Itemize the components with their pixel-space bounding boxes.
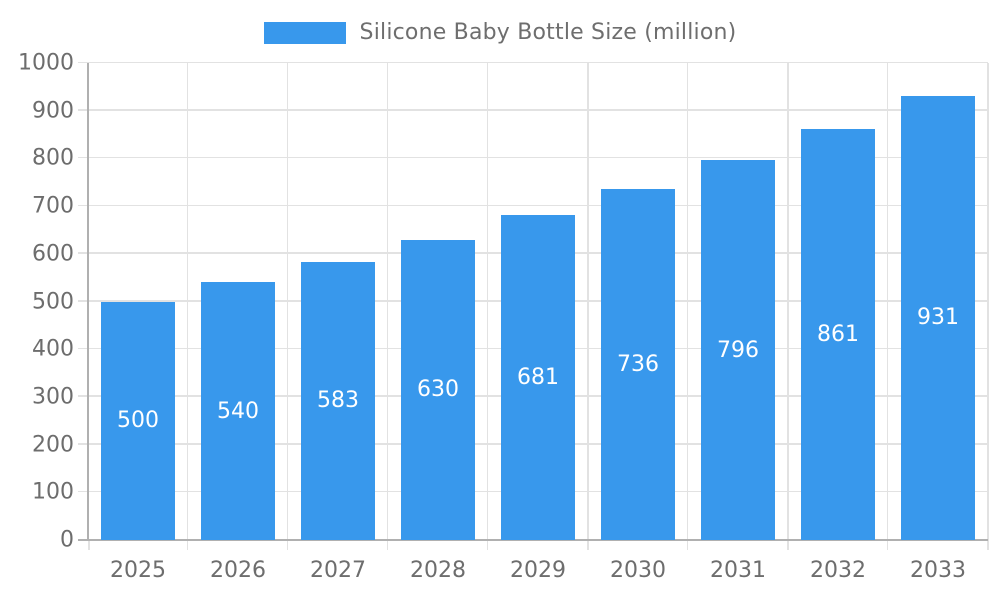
gridline-vertical	[587, 63, 589, 550]
gridline-vertical	[987, 63, 989, 550]
gridline-horizontal	[78, 109, 988, 111]
x-tick-label: 2026	[209, 558, 266, 583]
y-axis-line	[87, 63, 89, 540]
bar-value-label: 681	[517, 365, 559, 391]
gridline-horizontal	[78, 156, 988, 159]
gridline-vertical	[486, 63, 489, 550]
y-axis-tick-labels: 0 100 200 300 400 500 600 700 800 900 1000	[0, 51, 74, 553]
x-tick-label: 2028	[410, 558, 466, 583]
bar-2029[interactable]: 681	[501, 215, 575, 540]
y-tick-label: 400	[32, 336, 74, 362]
gridline-vertical	[286, 63, 289, 550]
bar-2031[interactable]: 796	[701, 160, 775, 540]
bar-2030[interactable]: 736	[601, 188, 675, 540]
bar-value-label: 500	[117, 408, 159, 434]
y-tick-label: 500	[32, 289, 74, 314]
y-tick-label: 100	[32, 479, 74, 505]
y-tick-label: 0	[60, 527, 74, 553]
bar-2033[interactable]: 931	[901, 95, 975, 540]
x-tick-label: 2033	[910, 558, 966, 583]
plot-area: 500 540 583 630 681 736 796 861 931	[78, 61, 989, 550]
bar-2026[interactable]: 540	[200, 282, 275, 540]
x-tick-label: 2032	[810, 558, 866, 583]
bar-2032[interactable]: 861	[801, 129, 875, 540]
y-tick-label: 300	[32, 384, 74, 410]
bar-value-label: 796	[717, 337, 759, 363]
bar-value-label: 583	[317, 388, 359, 414]
bar-value-label: 931	[917, 305, 959, 331]
bar-value-label: 540	[216, 398, 259, 424]
x-axis-tick-labels: 2025 2026 2027 2028 2029 2030 2031 2032 2033	[88, 558, 988, 590]
gridline-horizontal	[78, 204, 988, 207]
legend-swatch-icon	[263, 21, 346, 44]
bar-value-label: 736	[617, 351, 659, 377]
x-tick-label: 2025	[110, 558, 166, 583]
legend-label: Silicone Baby Bottle Size (million)	[359, 20, 737, 45]
bar-value-label: 630	[417, 377, 459, 403]
x-axis-line	[78, 539, 988, 541]
gridline-vertical	[386, 63, 389, 550]
gridline-vertical	[686, 63, 689, 550]
gridline-vertical	[787, 63, 789, 550]
y-tick-label: 900	[32, 98, 74, 124]
x-tick-label: 2027	[310, 558, 366, 583]
y-tick-label: 200	[32, 432, 74, 458]
x-tick-label: 2031	[710, 558, 766, 583]
gridline-vertical	[88, 540, 90, 550]
bar-2027[interactable]: 583	[301, 261, 375, 540]
x-tick-label: 2030	[610, 558, 666, 583]
y-tick-label: 800	[32, 145, 74, 171]
gridline-vertical	[886, 63, 889, 550]
x-tick-label: 2029	[510, 558, 566, 583]
gridline-horizontal	[78, 61, 988, 63]
gridline-vertical	[186, 63, 189, 550]
bar-value-label: 861	[817, 322, 859, 348]
chart-legend[interactable]: Silicone Baby Bottle Size (million)	[0, 20, 1000, 45]
y-tick-label: 600	[32, 241, 74, 267]
y-tick-label: 700	[32, 193, 74, 219]
y-tick-label: 1000	[18, 50, 74, 76]
bar-2025[interactable]: 500	[101, 301, 175, 540]
bar-2028[interactable]: 630	[401, 239, 475, 540]
